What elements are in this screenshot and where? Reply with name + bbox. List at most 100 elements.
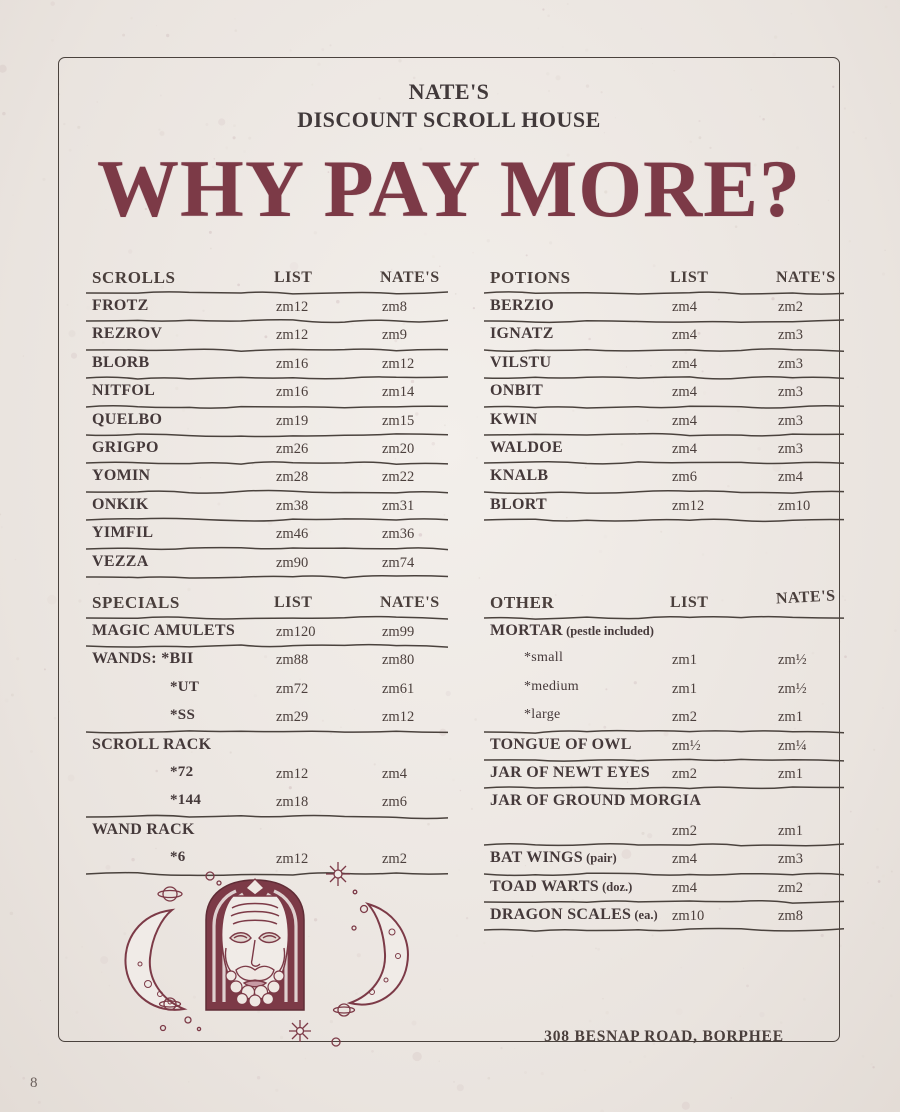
row-item-name: WALDOE (490, 438, 563, 456)
table-row: ONKIK zm38 zm31 (86, 493, 448, 522)
table-row: DRAGON SCALES (ea.) zm10 zm8 (484, 903, 844, 933)
row-price-list: zm2 (672, 709, 697, 726)
table-header-scrolls: SCROLLS LIST NATE'S (86, 268, 448, 295)
table-header-specials: SPECIALS LIST NATE'S (86, 593, 448, 620)
table-row: BLORB zm16 zm12 (86, 351, 448, 380)
table-rule (484, 925, 844, 934)
table-rule (484, 869, 844, 878)
table-row: *large zm2 zm1 (484, 704, 844, 734)
table-rule (86, 402, 448, 411)
table-rule (484, 487, 844, 496)
row-price-nates: zm4 (778, 469, 803, 486)
table-header-potions: POTIONS LIST NATE'S (484, 268, 844, 295)
row-price-list: zm46 (276, 526, 309, 543)
table-rule (86, 544, 448, 553)
row-price-list: zm2 (672, 822, 697, 839)
table-rule (86, 430, 448, 439)
row-price-nates: zm1 (778, 822, 803, 839)
shop-address: 308 BESNAP ROAD, BORPHEE (544, 1028, 784, 1045)
table-specials: SPECIALS LIST NATE'S MAGIC AMULETS zm120 zm99… (86, 593, 448, 876)
row-price-nates: zm22 (382, 469, 415, 486)
table-row: GRIGPO zm26 zm20 (86, 436, 448, 466)
row-item-name: TOAD WARTS (doz.) (490, 877, 633, 895)
table-row: WANDS: *BII zm88 zm80 (92, 647, 442, 675)
column-header-nates: NATE'S (775, 587, 836, 608)
row-price-list: zm12 (672, 497, 705, 514)
table-rule (484, 613, 844, 622)
row-price-list: zm12 (276, 327, 309, 344)
table-row: QUELBO zm19 zm15 (86, 408, 448, 438)
table-rule (86, 458, 448, 467)
row-item-name: ONBIT (490, 382, 544, 400)
row-item-name: *6 (170, 849, 186, 866)
row-item-name: IGNATZ (490, 325, 554, 343)
column-header-nates: NATE'S (380, 594, 440, 611)
row-price-nates: zm99 (382, 624, 415, 640)
table-row: VEZZA zm90 zm74 (86, 550, 448, 579)
row-price-nates: zm3 (778, 384, 803, 401)
row-price-list: zm19 (276, 412, 309, 429)
row-item-name: TONGUE OF OWL (490, 735, 632, 753)
row-price-nates: zm10 (778, 497, 811, 514)
row-price-nates: zm4 (382, 765, 407, 782)
row-price-nates: zm80 (382, 652, 415, 669)
row-price-nates: zm1 (778, 709, 803, 726)
table-rule (86, 373, 448, 382)
table-row: ONBIT zm4 zm3 (484, 379, 844, 409)
table-rule (86, 727, 448, 736)
row-price-list: zm2 (672, 765, 697, 782)
table-row: *144 zm18 zm6 (86, 789, 448, 819)
row-item-name: MORTAR (pestle included) (490, 622, 654, 639)
row-item-name: DRAGON SCALES (ea.) (490, 905, 658, 923)
table-rule (86, 316, 448, 325)
row-item-name: WAND RACK (92, 820, 195, 838)
row-price-nates: zm6 (382, 794, 407, 811)
table-row: TONGUE OF OWL zm½ zm¼ (484, 733, 844, 762)
row-price-list: zm4 (672, 412, 697, 429)
row-price-nates: zm31 (382, 497, 415, 514)
row-item-name: *SS (170, 707, 196, 724)
row-price-list: zm4 (672, 299, 697, 315)
table-rule (86, 288, 448, 297)
row-item-name: REZROV (92, 325, 163, 343)
table-rule (86, 515, 448, 524)
table-rule (484, 316, 844, 325)
shop-name: NATE'S (408, 79, 490, 104)
row-item-name: VEZZA (92, 552, 149, 570)
row-item-name: YIMFIL (92, 524, 154, 542)
table-rule (484, 840, 844, 849)
table-row: BERZIO zm4 zm2 (484, 294, 844, 324)
row-item-name: *144 (170, 792, 202, 809)
row-item-name: JAR OF GROUND MORGIA (490, 792, 702, 810)
row-item-name: GRIGPO (92, 438, 159, 456)
row-item-qualifier: (pair) (582, 851, 617, 866)
column-header-list: LIST (670, 594, 709, 611)
table-row: zm2 zm1 (484, 818, 844, 847)
column-header-category: SPECIALS (92, 593, 180, 612)
table-row: JAR OF GROUND MORGIA (490, 789, 838, 817)
row-price-list: zm120 (276, 624, 316, 640)
row-price-list: zm4 (672, 327, 697, 344)
row-price-list: zm38 (276, 497, 309, 514)
table-rule (484, 402, 844, 411)
row-item-name: QUELBO (92, 410, 163, 428)
row-price-list: zm12 (276, 765, 309, 782)
column-header-list: LIST (274, 269, 313, 286)
table-row: *6 zm12 zm2 (86, 846, 448, 876)
table-rule (86, 572, 448, 581)
row-price-list: zm1 (672, 652, 697, 669)
table-rule (484, 727, 844, 736)
table-rule (484, 515, 844, 524)
row-price-nates: zm1 (778, 765, 803, 782)
table-row: YOMIN zm28 zm22 (86, 464, 448, 494)
row-item-name: NITFOL (92, 382, 156, 400)
table-rule (86, 641, 448, 650)
row-price-list: zm½ (672, 737, 701, 754)
row-price-nates: zm3 (778, 355, 803, 372)
table-row: JAR OF NEWT EYES zm2 zm1 (484, 761, 844, 790)
row-price-list: zm16 (276, 384, 309, 401)
row-item-name: *72 (170, 763, 194, 780)
row-item-name: MAGIC AMULETS (92, 622, 236, 639)
table-row: IGNATZ zm4 zm3 (484, 322, 844, 352)
table-rule (484, 288, 844, 297)
